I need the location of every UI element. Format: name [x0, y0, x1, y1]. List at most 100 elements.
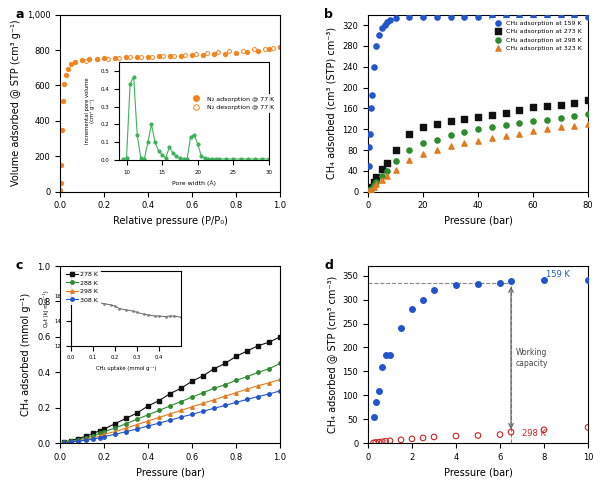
288 K [89, 433, 97, 439]
CH₄ adsorption at 298 K [377, 172, 386, 180]
CH₄ adsorption at 323 K [446, 143, 455, 150]
CH₄ adsorption at 323 K [418, 150, 428, 158]
Point [418, 296, 428, 303]
298 K [244, 386, 251, 392]
CH₄ adsorption at 298 K [365, 186, 374, 194]
308 K [265, 391, 272, 397]
CH₄ adsorption at 298 K [528, 117, 538, 125]
Point [506, 278, 516, 285]
Line: 298 K: 298 K [62, 378, 282, 444]
298 K [254, 383, 262, 389]
278 K [96, 428, 103, 434]
CH₄ adsorption at 273 K [556, 101, 565, 109]
308 K [178, 414, 185, 420]
288 K [61, 440, 68, 446]
Point [396, 436, 406, 444]
Point [407, 435, 417, 443]
CH₄ adsorption at 159 K [364, 162, 374, 169]
CH₄ adsorption at 323 K [569, 122, 579, 130]
CH₄ adsorption at 298 K [404, 146, 414, 154]
288 K [277, 360, 284, 366]
CH₄ adsorption at 323 K [371, 181, 381, 188]
278 K [277, 334, 284, 340]
CH₄ adsorption at 159 K [514, 13, 524, 20]
Point [369, 413, 379, 421]
298 K [74, 438, 81, 444]
CH₄ adsorption at 323 K [364, 187, 374, 195]
Point [473, 281, 483, 288]
Text: 298 K: 298 K [522, 429, 546, 437]
CH₄ adsorption at 298 K [391, 158, 400, 166]
Y-axis label: CH₄ adsorbed @ STP (cm³ cm⁻³): CH₄ adsorbed @ STP (cm³ cm⁻³) [327, 276, 337, 433]
CH₄ adsorption at 323 K [369, 183, 379, 191]
CH₄ adsorption at 323 K [432, 146, 442, 154]
Point [429, 433, 439, 441]
278 K [155, 398, 163, 404]
298 K [155, 414, 163, 420]
278 K [166, 391, 173, 396]
Point [385, 437, 395, 445]
288 K [178, 399, 185, 405]
Point [583, 424, 593, 431]
298 K [112, 429, 119, 434]
CH₄ adsorption at 159 K [369, 63, 379, 71]
CH₄ adsorption at 273 K [569, 99, 579, 107]
CH₄ adsorption at 323 K [460, 139, 469, 147]
CH₄ adsorption at 273 K [473, 113, 483, 121]
Legend: CH₄ adsorption at 159 K, CH₄ adsorption at 273 K, CH₄ adsorption at 298 K, CH₄ a: CH₄ adsorption at 159 K, CH₄ adsorption … [490, 18, 585, 54]
CH₄ adsorption at 273 K [583, 96, 593, 104]
Line: 308 K: 308 K [62, 389, 282, 445]
308 K [122, 429, 130, 434]
CH₄ adsorption at 159 K [460, 13, 469, 20]
Point [539, 277, 549, 284]
288 K [83, 435, 90, 441]
CH₄ adsorption at 273 K [369, 178, 379, 186]
CH₄ adsorption at 159 K [380, 20, 389, 28]
CH₄ adsorption at 298 K [583, 110, 593, 117]
CH₄ adsorption at 323 K [583, 120, 593, 128]
CH₄ adsorption at 273 K [391, 146, 400, 154]
308 K [61, 440, 68, 446]
CH₄ adsorption at 273 K [366, 183, 376, 191]
288 K [254, 370, 262, 375]
CH₄ adsorption at 159 K [500, 13, 510, 20]
CH₄ adsorption at 323 K [404, 156, 414, 164]
CH₄ adsorption at 323 K [382, 172, 392, 180]
CH₄ adsorption at 159 K [385, 16, 395, 24]
278 K [254, 343, 262, 349]
CH₄ adsorption at 298 K [556, 114, 565, 122]
288 K [133, 416, 140, 422]
CH₄ adsorption at 298 K [369, 182, 379, 189]
Point [407, 305, 417, 313]
Line: 278 K: 278 K [62, 335, 282, 444]
278 K [145, 403, 152, 409]
288 K [232, 377, 239, 383]
308 K [232, 399, 239, 405]
308 K [112, 431, 119, 437]
298 K [67, 439, 74, 445]
308 K [188, 412, 196, 417]
Point [418, 434, 428, 442]
288 K [221, 382, 229, 388]
CH₄ adsorption at 273 K [432, 120, 442, 128]
Point [495, 431, 505, 438]
288 K [67, 438, 74, 444]
298 K [122, 425, 130, 431]
Point [451, 432, 461, 440]
278 K [61, 439, 68, 445]
Legend: 278 K, 288 K, 298 K, 308 K: 278 K, 288 K, 298 K, 308 K [63, 269, 101, 305]
298 K [277, 376, 284, 382]
308 K [221, 403, 229, 409]
CH₄ adsorption at 159 K [556, 13, 565, 20]
CH₄ adsorption at 273 K [487, 111, 497, 118]
298 K [100, 431, 107, 437]
298 K [265, 380, 272, 386]
CH₄ adsorption at 298 K [371, 178, 381, 186]
Line: 288 K: 288 K [62, 362, 282, 444]
CH₄ adsorption at 298 K [487, 123, 497, 131]
Text: c: c [16, 259, 23, 272]
CH₄ adsorption at 298 K [366, 185, 376, 192]
CH₄ adsorption at 273 K [418, 123, 428, 131]
308 K [74, 438, 81, 444]
278 K [232, 354, 239, 359]
